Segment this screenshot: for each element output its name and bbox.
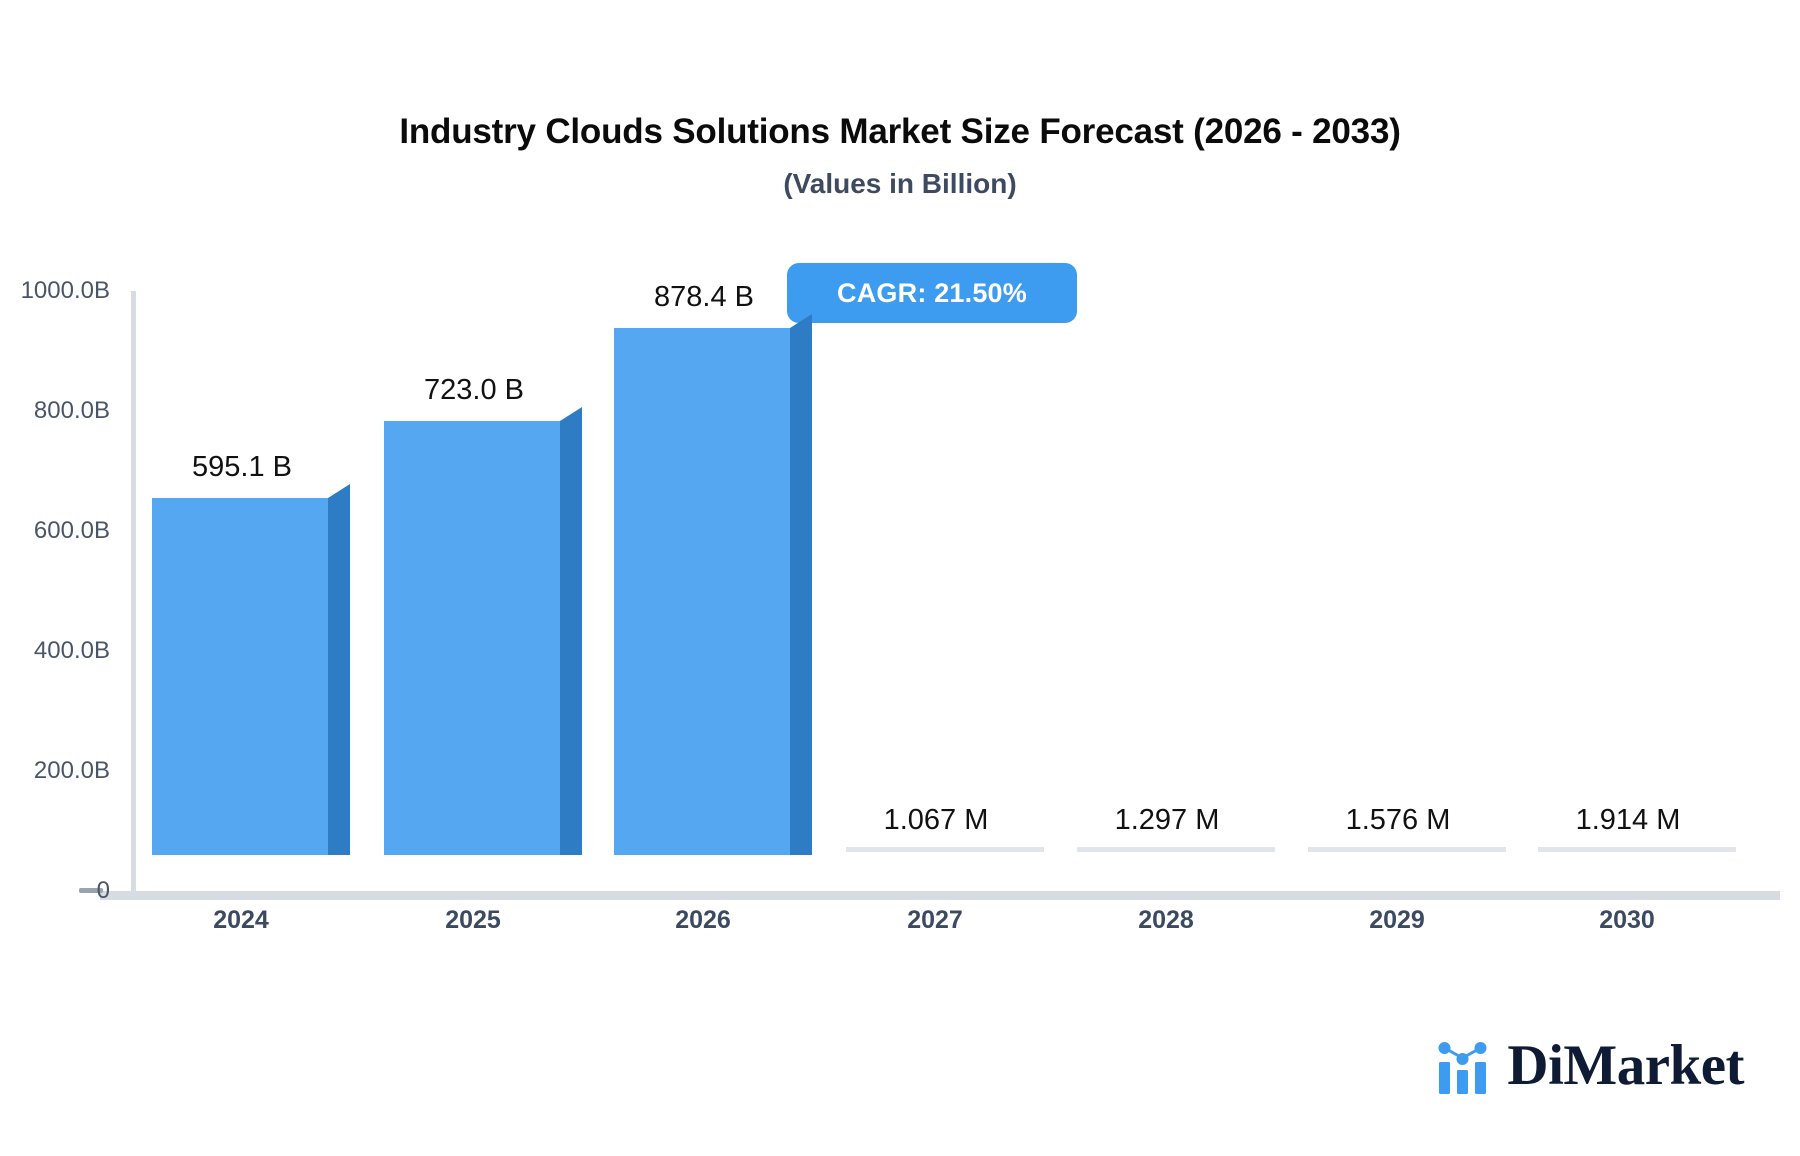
chart-subtitle: (Values in Billion) bbox=[783, 168, 1017, 199]
y-axis-zero-tick bbox=[79, 888, 103, 893]
bar-value-2028: 1.297 M bbox=[1114, 804, 1220, 836]
bar-front-face-2026 bbox=[614, 328, 790, 855]
bar-top-face-2024 bbox=[328, 484, 350, 498]
y-tick-label-200: 200.0B bbox=[33, 757, 110, 784]
bar-value-2030: 1.914 M bbox=[1575, 804, 1681, 836]
cagr-badge-label: CAGR: 21.50% bbox=[837, 277, 1027, 308]
y-tick-label-0: 0 bbox=[96, 877, 110, 904]
bar-side-face-2025 bbox=[560, 421, 582, 855]
brand-logo: DiMarket bbox=[1435, 1036, 1744, 1094]
bar-value-2027: 1.067 M bbox=[883, 804, 989, 836]
bar-value-2029: 1.576 M bbox=[1345, 804, 1451, 836]
bar-baseline-2028 bbox=[1077, 847, 1275, 852]
y-tick-label-600: 600.0B bbox=[33, 517, 110, 544]
x-tick-label-2026: 2026 bbox=[675, 906, 731, 934]
bar-value-2026: 878.4 B bbox=[654, 281, 754, 313]
x-tick-label-2028: 2028 bbox=[1138, 906, 1194, 934]
y-tick-label-1000: 1000.0B bbox=[20, 277, 110, 304]
x-tick-label-2024: 2024 bbox=[213, 906, 269, 934]
x-tick-label-2029: 2029 bbox=[1369, 906, 1425, 934]
bar-top-face-2026 bbox=[790, 314, 812, 328]
bar-baseline-2027 bbox=[846, 847, 1044, 852]
bar-baseline-2030 bbox=[1538, 847, 1736, 852]
bar-top-face-2025 bbox=[560, 407, 582, 421]
y-tick-label-400: 400.0B bbox=[33, 637, 110, 664]
plot-area: 1000.0B 800.0B 600.0B 400.0B 200.0B 0 59… bbox=[0, 277, 1800, 904]
y-tick-label-800: 800.0B bbox=[33, 397, 110, 424]
bar-front-face-2024 bbox=[152, 498, 328, 855]
bar-chart-icon bbox=[1438, 1042, 1487, 1094]
x-tick-label-2027: 2027 bbox=[907, 906, 963, 934]
bar-front-face-2025 bbox=[384, 421, 560, 855]
bar-value-2024: 595.1 B bbox=[192, 451, 292, 483]
x-axis-baseline bbox=[100, 891, 1780, 900]
x-tick-label-2025: 2025 bbox=[445, 906, 501, 934]
cagr-badge: CAGR: 21.50% bbox=[787, 263, 1077, 323]
bar-side-face-2026 bbox=[790, 328, 812, 855]
brand-logo-text: DiMarket bbox=[1507, 1033, 1744, 1097]
bar-side-face-2024 bbox=[328, 498, 350, 855]
y-axis-line bbox=[131, 291, 136, 891]
bar-baseline-2029 bbox=[1308, 847, 1506, 852]
bar-value-2025: 723.0 B bbox=[424, 374, 524, 406]
chart-title: Industry Clouds Solutions Market Size Fo… bbox=[399, 112, 1401, 151]
x-tick-label-2030: 2030 bbox=[1599, 906, 1655, 934]
